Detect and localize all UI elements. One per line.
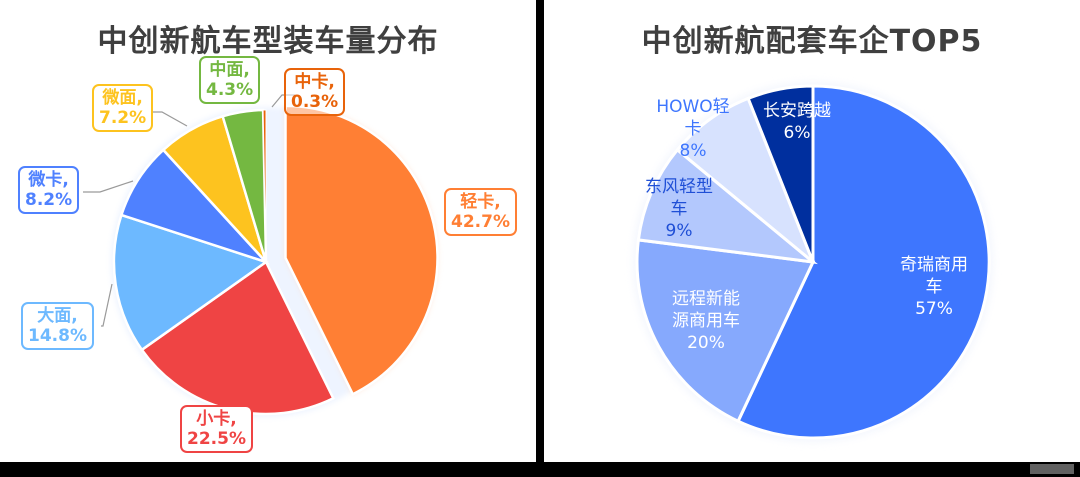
label-name: 小卡,	[196, 409, 237, 429]
label-value: 4.3%	[206, 80, 254, 100]
label-zhongka: 中卡, 0.3%	[284, 68, 346, 116]
watermark	[1030, 464, 1074, 474]
label-name: 微面,	[102, 88, 143, 108]
slice-qirui	[736, 84, 991, 440]
slice-zhongka	[262, 109, 267, 263]
label-name: 大面,	[37, 306, 78, 326]
label-value: 14.8%	[28, 326, 87, 346]
label-qirui: 奇瑞商用 车 57%	[900, 255, 968, 319]
label-zhongmian: 中面, 4.3%	[199, 56, 261, 104]
slice-dongfeng	[636, 147, 818, 265]
label-value: 7.2%	[99, 108, 147, 128]
chart-title: 中创新航车型装车量分布	[97, 24, 439, 59]
label-name: 轻卡,	[460, 192, 501, 212]
label-dongfeng: 东风轻型 车 9%	[645, 177, 713, 241]
slice-yuancheng	[635, 238, 816, 424]
label-name: 中卡,	[294, 72, 335, 92]
label-damian: 大面, 14.8%	[21, 302, 94, 350]
label-name: 中面,	[209, 60, 250, 80]
chart-title: 中创新航配套车企TOP5	[641, 24, 983, 59]
label-value: 22.5%	[187, 429, 246, 449]
label-changan: 长安跨越 6%	[763, 101, 831, 143]
label-weika: 微卡, 8.2%	[18, 166, 80, 214]
slice-damian	[112, 213, 269, 352]
label-name: 微卡,	[28, 170, 69, 190]
vehicle-type-pie-panel: 中创新航车型装车量分布 轻卡, 42.7% 小卡, 22.5% 大面,	[0, 0, 536, 462]
oem-top5-pie	[633, 82, 993, 442]
label-weimian: 微面, 7.2%	[92, 84, 154, 132]
label-xiaoka: 小卡, 22.5%	[180, 405, 253, 453]
label-value: 8.2%	[25, 190, 73, 210]
label-value: 42.7%	[451, 212, 510, 232]
label-qingka: 轻卡, 42.7%	[444, 188, 517, 236]
label-howo: HOWO轻 卡 8%	[656, 97, 730, 161]
label-value: 0.3%	[291, 92, 339, 112]
slice-changan	[746, 84, 815, 263]
label-yuancheng: 远程新能 源商用车 20%	[672, 289, 740, 353]
vehicle-type-pie	[83, 94, 439, 417]
oem-top5-pie-panel: 中创新航配套车企TOP5 奇瑞商用 车 57% 远程新能 源商用车 20% 东风…	[544, 0, 1080, 462]
